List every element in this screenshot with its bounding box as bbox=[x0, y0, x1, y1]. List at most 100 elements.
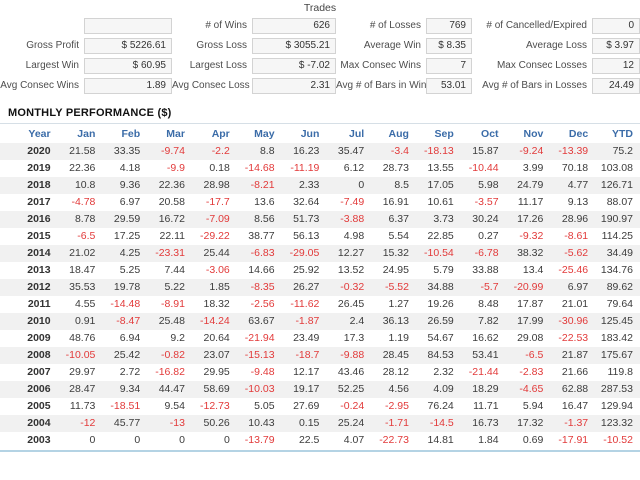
value-cell: 5.54 bbox=[388, 230, 409, 242]
column-header-feb: Feb bbox=[121, 128, 141, 140]
trades-section-title: Trades bbox=[303, 2, 337, 14]
value-cell: -14.5 bbox=[415, 415, 461, 432]
trades-stat-value: $ 3055.21 bbox=[252, 38, 336, 54]
value-cell: 20.58 bbox=[158, 196, 185, 208]
year-cell: 2015 bbox=[27, 230, 51, 242]
trades-stat-label: Gross Profit bbox=[26, 40, 79, 51]
trades-stat-value: 53.01 bbox=[426, 78, 472, 94]
table-row-2012: 2012 35.53 19.78 5.22 1.85 -8.35 26.27 -0.32 -5.… bbox=[0, 279, 640, 296]
value-cell: 22.36 bbox=[69, 162, 96, 174]
value-cell: 7.44 bbox=[164, 264, 185, 276]
trades-stat-label: # of Wins bbox=[205, 20, 247, 31]
value-cell: 26.27 bbox=[281, 279, 327, 296]
value-cell: -23.31 bbox=[147, 245, 192, 262]
column-header-mar: Mar bbox=[166, 128, 185, 140]
value-cell: 16.47 bbox=[561, 400, 589, 412]
value-cell: -2.83 bbox=[519, 366, 544, 378]
value-cell: 76.24 bbox=[427, 400, 454, 412]
value-cell: -8.61 bbox=[564, 230, 589, 242]
value-cell: 34.49 bbox=[595, 245, 640, 262]
value-cell: 19.26 bbox=[427, 298, 454, 310]
value-cell: 15.87 bbox=[460, 143, 506, 160]
value-cell: 79.64 bbox=[606, 298, 633, 310]
value-cell: 4.56 bbox=[371, 381, 416, 398]
value-cell: 14.66 bbox=[248, 264, 275, 276]
value-cell: 17.05 bbox=[415, 177, 461, 194]
value-cell: 5.79 bbox=[433, 264, 454, 276]
value-cell: -3.57 bbox=[474, 196, 499, 208]
value-cell: 3.73 bbox=[415, 211, 461, 228]
value-cell: 4.55 bbox=[74, 298, 96, 310]
value-cell: 38.77 bbox=[248, 230, 275, 242]
value-cell: 183.42 bbox=[600, 332, 633, 344]
value-cell: -9.74 bbox=[147, 143, 192, 160]
value-cell: 13.6 bbox=[254, 196, 275, 208]
trades-stat-value: 0 bbox=[592, 18, 640, 34]
value-cell: 21.01 bbox=[561, 298, 589, 310]
header-row: Year Jan Feb Mar Apr May Jun Jul Aug Sep Oct Nov Dec… bbox=[0, 124, 640, 143]
trades-stat-label bbox=[0, 18, 84, 34]
trades-section: Trades # of Wins 626 # of Losses 769 # of Ca… bbox=[0, 0, 640, 94]
value-cell: -5.62 bbox=[550, 245, 596, 262]
table-row-2008: 2008 -10.05 25.42 -0.82 23.07 -15.13 -18.7 -9.8… bbox=[0, 347, 640, 364]
value-cell: 8.78 bbox=[57, 211, 103, 228]
column-header-sep: Sep bbox=[434, 128, 454, 140]
value-cell: -29.22 bbox=[200, 230, 230, 242]
title-divider bbox=[0, 123, 640, 124]
value-cell: -6.5 bbox=[505, 347, 551, 364]
value-cell: 21.58 bbox=[57, 143, 103, 160]
value-cell: -14.24 bbox=[191, 313, 237, 330]
value-cell: 24.79 bbox=[505, 177, 551, 194]
column-header-may: May bbox=[254, 128, 275, 140]
value-cell: 16.73 bbox=[460, 415, 506, 432]
value-cell: -14.68 bbox=[244, 162, 275, 174]
value-cell: -11.62 bbox=[290, 298, 320, 310]
table-row-2009: 2009 48.76 6.94 9.2 20.64 -21.94 23.49 17.3 1.19… bbox=[0, 330, 640, 347]
value-cell: 54.67 bbox=[427, 332, 454, 344]
value-cell: 75.2 bbox=[595, 143, 640, 160]
value-cell: 6.94 bbox=[119, 332, 141, 344]
table-bottom-divider bbox=[0, 450, 640, 452]
value-cell: -2.56 bbox=[250, 298, 275, 310]
value-cell: 16.72 bbox=[147, 211, 192, 228]
value-cell: 11.73 bbox=[69, 400, 96, 412]
value-cell: 9.54 bbox=[164, 400, 185, 412]
trades-stat-label: # of Losses bbox=[369, 20, 421, 31]
value-cell: -8.35 bbox=[236, 279, 282, 296]
trades-stat-value: $ 8.35 bbox=[426, 38, 472, 54]
trades-stat-label: Average Loss bbox=[526, 40, 587, 51]
value-cell: 45.77 bbox=[102, 415, 148, 432]
value-cell: 8.8 bbox=[236, 143, 282, 160]
value-cell: 29.59 bbox=[102, 211, 148, 228]
value-cell: 4.98 bbox=[343, 230, 365, 242]
column-header-nov: Nov bbox=[523, 128, 544, 140]
trades-stat-label: # of Cancelled/Expired bbox=[486, 20, 587, 31]
value-cell: 29.08 bbox=[517, 332, 544, 344]
value-cell: -6.78 bbox=[460, 245, 506, 262]
value-cell: 62.88 bbox=[550, 381, 596, 398]
column-header-apr: Apr bbox=[211, 128, 230, 140]
value-cell: 0 bbox=[223, 434, 230, 446]
trades-stat-value: 24.49 bbox=[592, 78, 640, 94]
value-cell: -9.48 bbox=[250, 366, 275, 378]
value-cell: 103.08 bbox=[600, 162, 633, 174]
year-cell: 2007 bbox=[27, 366, 51, 378]
table-row-2011: 2011 4.55 -14.48 -8.91 18.32 -2.56 -11.62 26.45… bbox=[0, 296, 640, 313]
value-cell: 190.97 bbox=[595, 211, 640, 228]
value-cell: 6.97 bbox=[119, 196, 141, 208]
value-cell: 25.44 bbox=[191, 245, 237, 262]
value-cell: 52.25 bbox=[326, 381, 372, 398]
value-cell: -25.46 bbox=[558, 264, 589, 276]
value-cell: 19.78 bbox=[102, 279, 148, 296]
value-cell: 19.17 bbox=[281, 381, 327, 398]
value-cell: 20.64 bbox=[203, 332, 230, 344]
value-cell: 44.47 bbox=[147, 381, 192, 398]
monthly-performance-table: Year Jan Feb Mar Apr May Jun Jul Aug Sep Oct Nov Dec… bbox=[0, 124, 640, 449]
value-cell: 6.37 bbox=[371, 211, 416, 228]
year-cell: 2010 bbox=[0, 313, 58, 330]
trades-stat-value: 7 bbox=[426, 58, 472, 74]
column-header-jun: Jun bbox=[300, 128, 320, 140]
value-cell: 33.88 bbox=[472, 264, 499, 276]
column-header-aug: Aug bbox=[388, 128, 409, 140]
value-cell: 50.26 bbox=[191, 415, 237, 432]
